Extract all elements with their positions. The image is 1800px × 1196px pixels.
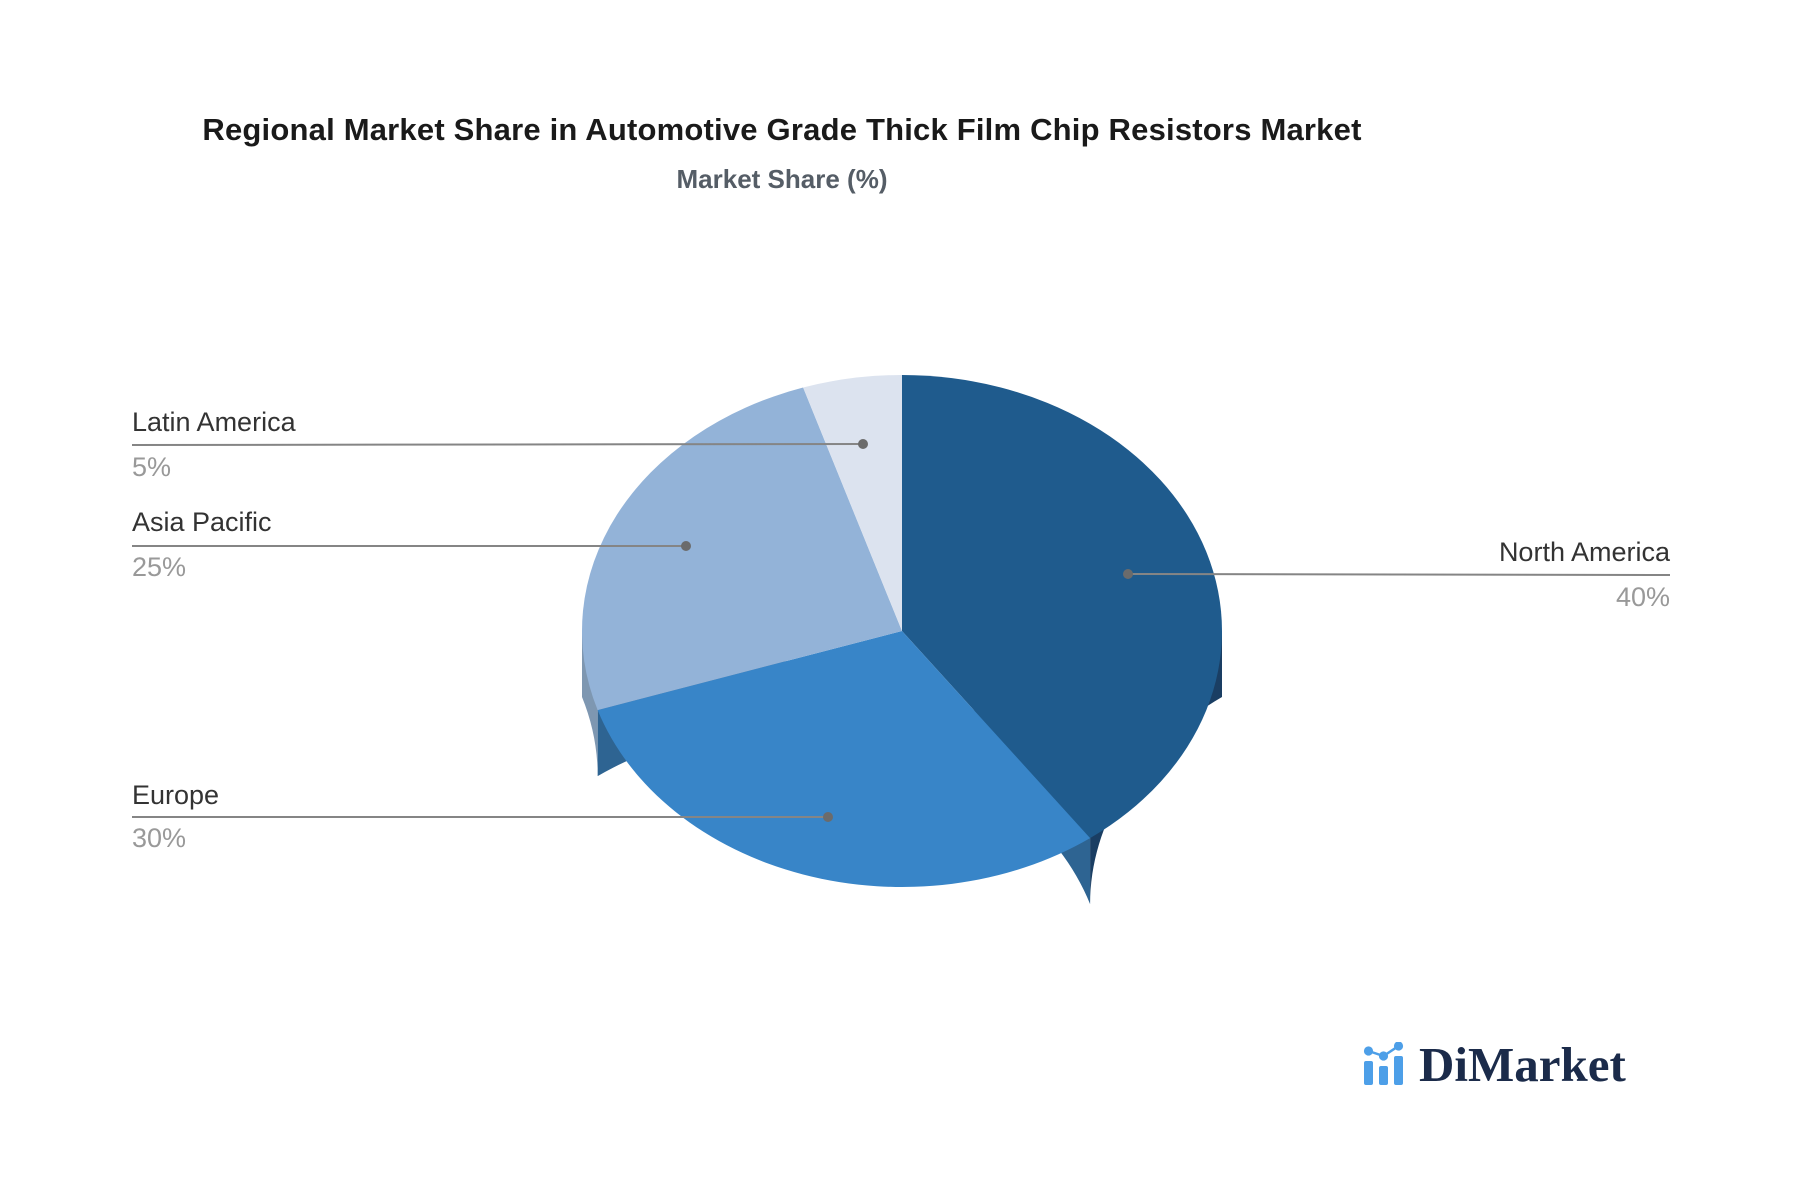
slice-value-latin-america: 5% — [132, 452, 171, 483]
slice-label-latin-america: Latin America — [132, 407, 296, 438]
slice-label-value: 25% — [132, 552, 187, 582]
pie-slice-europe[interactable] — [597, 631, 1091, 888]
slice-label-name: Latin America — [132, 407, 296, 437]
pie-slice-asia-pacific[interactable] — [582, 387, 902, 711]
chart-subtitle: Market Share (%) — [676, 164, 888, 194]
chart-title: Regional Market Share in Automotive Grad… — [202, 112, 1362, 147]
slice-label-value: 40% — [1615, 582, 1670, 612]
leader-line-latin-america — [131, 443, 864, 446]
pie-slice-latin-america[interactable] — [803, 375, 902, 631]
slice-value-europe: 30% — [132, 823, 186, 854]
slice-value-asia-pacific: 25% — [132, 552, 186, 583]
slice-label-value: 30% — [132, 823, 187, 853]
slice-label-asia-pacific: Asia Pacific — [132, 507, 272, 538]
slice-label-name: North America — [1498, 537, 1670, 567]
pie-top-surfaces — [582, 375, 1222, 888]
leader-dot-latin-america — [858, 439, 868, 449]
leader-lines — [131, 439, 1671, 822]
slice-label-name: Asia Pacific — [132, 507, 272, 537]
leader-line-north-america — [1127, 573, 1671, 576]
slice-label-north-america: North America — [1499, 537, 1670, 568]
brand-logo: DiMarket — [1362, 1037, 1626, 1092]
slice-label-europe: Europe — [132, 780, 219, 811]
slice-label-name: Europe — [132, 780, 220, 810]
leader-dot-north-america — [1123, 569, 1133, 579]
pie-slice-north-america[interactable] — [902, 375, 1222, 839]
leader-dot-europe — [823, 812, 833, 822]
slice-value-north-america: 40% — [1616, 582, 1670, 613]
leader-dot-asia-pacific — [681, 541, 691, 551]
slice-label-value: 5% — [132, 452, 172, 482]
logo-icon — [1363, 1042, 1404, 1085]
logo-text: DiMarket — [1419, 1037, 1626, 1092]
